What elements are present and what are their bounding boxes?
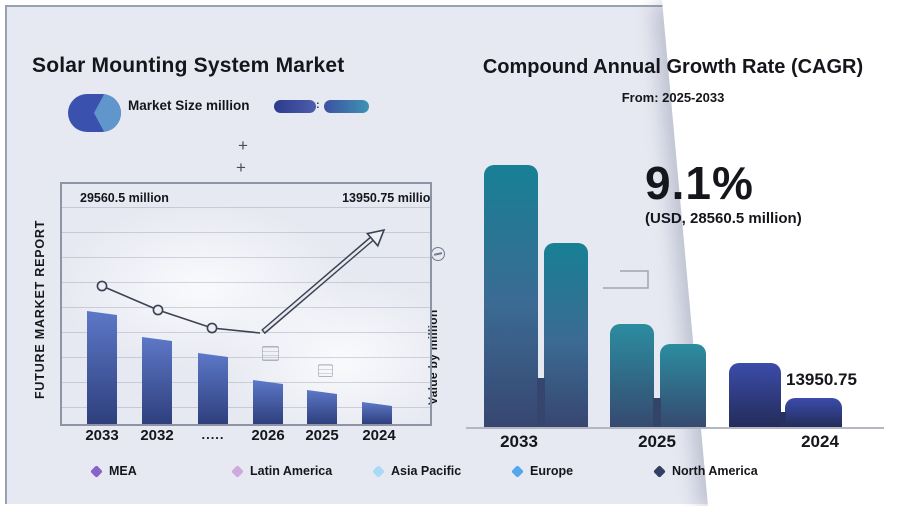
- bar-gap-fill: [653, 398, 661, 428]
- cagr-bar-2025-primary: [610, 324, 654, 428]
- ratio-colon: :: [316, 99, 320, 111]
- bar-2033: [87, 311, 117, 424]
- x-label-2024: 2024: [362, 427, 396, 444]
- x-label-2026: 2026: [251, 427, 285, 444]
- diamond-icon: [231, 464, 244, 478]
- cagr-baseline: [466, 427, 884, 429]
- x-label-2032: 2032: [140, 427, 174, 444]
- cagr-title: Compound Annual Growth Rate (CAGR): [482, 56, 864, 78]
- cagr-year-2024: 2024: [801, 432, 839, 451]
- bar-gap-fill: [780, 412, 786, 428]
- legend-label: MEA: [109, 464, 137, 478]
- x-label-2025: 2025: [305, 427, 339, 444]
- diamond-icon: [511, 464, 524, 478]
- plus-mark-bottom: +: [236, 158, 246, 177]
- legend-item-europe: Europe: [511, 464, 574, 478]
- legend-label: North America: [672, 464, 758, 478]
- legend-label: Latin America: [250, 464, 333, 478]
- ghost-document-icon: [318, 364, 333, 377]
- ratio-pill-left-icon: [274, 100, 316, 113]
- legend-label: Asia Pacific: [391, 464, 462, 478]
- market-size-legend-label: Market Size million: [128, 98, 250, 113]
- bar-dots: [198, 353, 228, 424]
- cagr-bar-2024-secondary: [785, 398, 842, 428]
- chart-start-value: 29560.5 million: [80, 191, 169, 205]
- legend-item-latin-america: Latin America: [231, 464, 333, 478]
- cagr-year-2025: 2025: [638, 432, 676, 451]
- cagr-subtitle: From: 2025-2033: [621, 90, 725, 105]
- bar-2026: [253, 380, 283, 424]
- market-size-chart: 29560.5 million 13950.75 million: [60, 182, 432, 426]
- cagr-year-2033: 2033: [500, 432, 538, 451]
- cagr-bar-2025-secondary: [660, 344, 706, 428]
- cagr-bar-2033-primary: [484, 165, 538, 428]
- cagr-2024-value: 13950.75: [786, 370, 857, 389]
- diamond-icon: [653, 464, 666, 478]
- legend-item-mea: MEA: [90, 464, 137, 478]
- side-watermark: FUTURE MARKET REPORT: [33, 219, 47, 399]
- minus-circle-icon: [431, 247, 445, 261]
- ratio-pill-right-icon: [324, 100, 369, 113]
- cagr-bar-2033-secondary: [544, 243, 588, 428]
- legend-item-asia-pacific: Asia Pacific: [372, 464, 462, 478]
- x-label-dots: .....: [201, 427, 225, 442]
- bar-2032: [142, 337, 172, 424]
- page-title: Solar Mounting System Market: [32, 54, 345, 77]
- legend-label: Europe: [530, 464, 574, 478]
- bar-2024: [362, 402, 392, 424]
- cagr-value: 9.1%: [645, 157, 754, 209]
- market-size-pill-icon: [68, 94, 121, 132]
- x-label-2033: 2033: [85, 427, 119, 444]
- diamond-icon: [372, 464, 385, 478]
- diamond-icon: [90, 464, 103, 478]
- bar-gap-fill: [537, 378, 545, 428]
- ghost-document-icon: [262, 346, 279, 361]
- legend-item-north-america: North America: [653, 464, 758, 478]
- chart-end-value: 13950.75 million: [342, 191, 432, 205]
- bar-2025: [307, 390, 337, 424]
- cagr-bar-2024-primary: [729, 363, 781, 428]
- step-bracket-decoration: [603, 270, 649, 289]
- plus-mark-top: +: [238, 136, 248, 155]
- trend-line-arrow-icon: [96, 228, 386, 335]
- cagr-note: (USD, 28560.5 million): [645, 210, 802, 227]
